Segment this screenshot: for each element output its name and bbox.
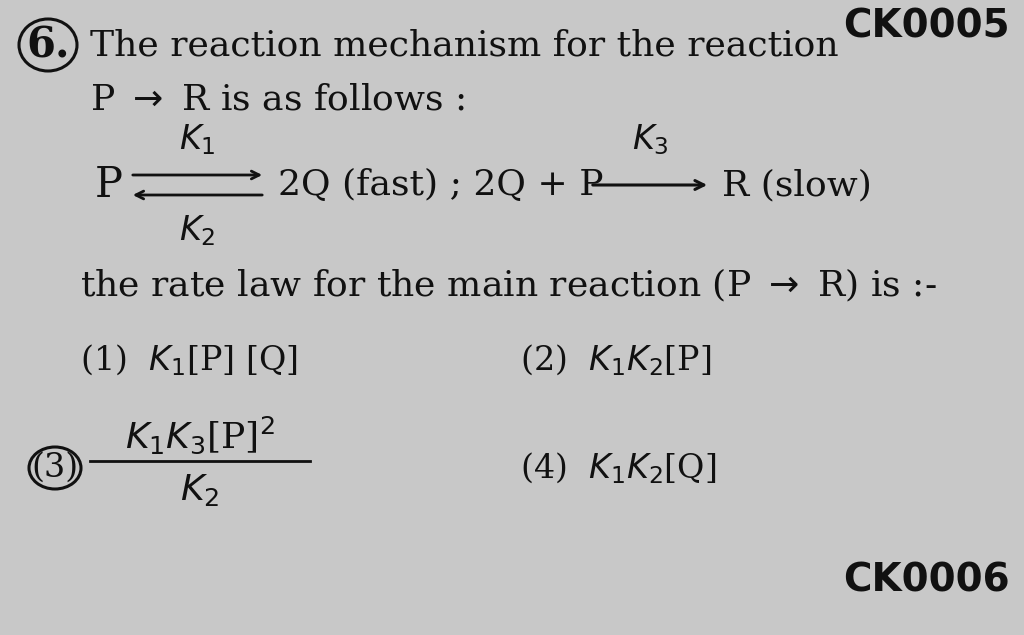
Text: (1)  $K_1$[P] [Q]: (1) $K_1$[P] [Q] [80,342,298,378]
Text: The reaction mechanism for the reaction: The reaction mechanism for the reaction [90,28,839,62]
Text: 6.: 6. [27,24,70,66]
Text: P: P [95,164,123,206]
Text: the rate law for the main reaction (P $\rightarrow$ R) is :-: the rate law for the main reaction (P $\… [80,267,937,304]
Text: $K_1$: $K_1$ [179,123,216,157]
Text: (2)  $K_1K_2$[P]: (2) $K_1K_2$[P] [520,342,712,378]
Text: 2Q (fast) ; 2Q + P: 2Q (fast) ; 2Q + P [278,168,603,202]
Text: $K_3$: $K_3$ [632,123,669,157]
Text: R (slow): R (slow) [722,168,871,202]
Text: $K_1K_3$[P]$^2$: $K_1K_3$[P]$^2$ [125,414,275,456]
Text: CK0005: CK0005 [844,8,1010,46]
Text: CK0006: CK0006 [844,562,1010,600]
Text: $K_2$: $K_2$ [180,472,220,508]
Text: (4)  $K_1K_2$[Q]: (4) $K_1K_2$[Q] [520,450,717,486]
Text: $K_2$: $K_2$ [179,213,216,248]
Text: (3): (3) [32,452,79,484]
Text: P $\rightarrow$ R is as follows :: P $\rightarrow$ R is as follows : [90,83,465,117]
